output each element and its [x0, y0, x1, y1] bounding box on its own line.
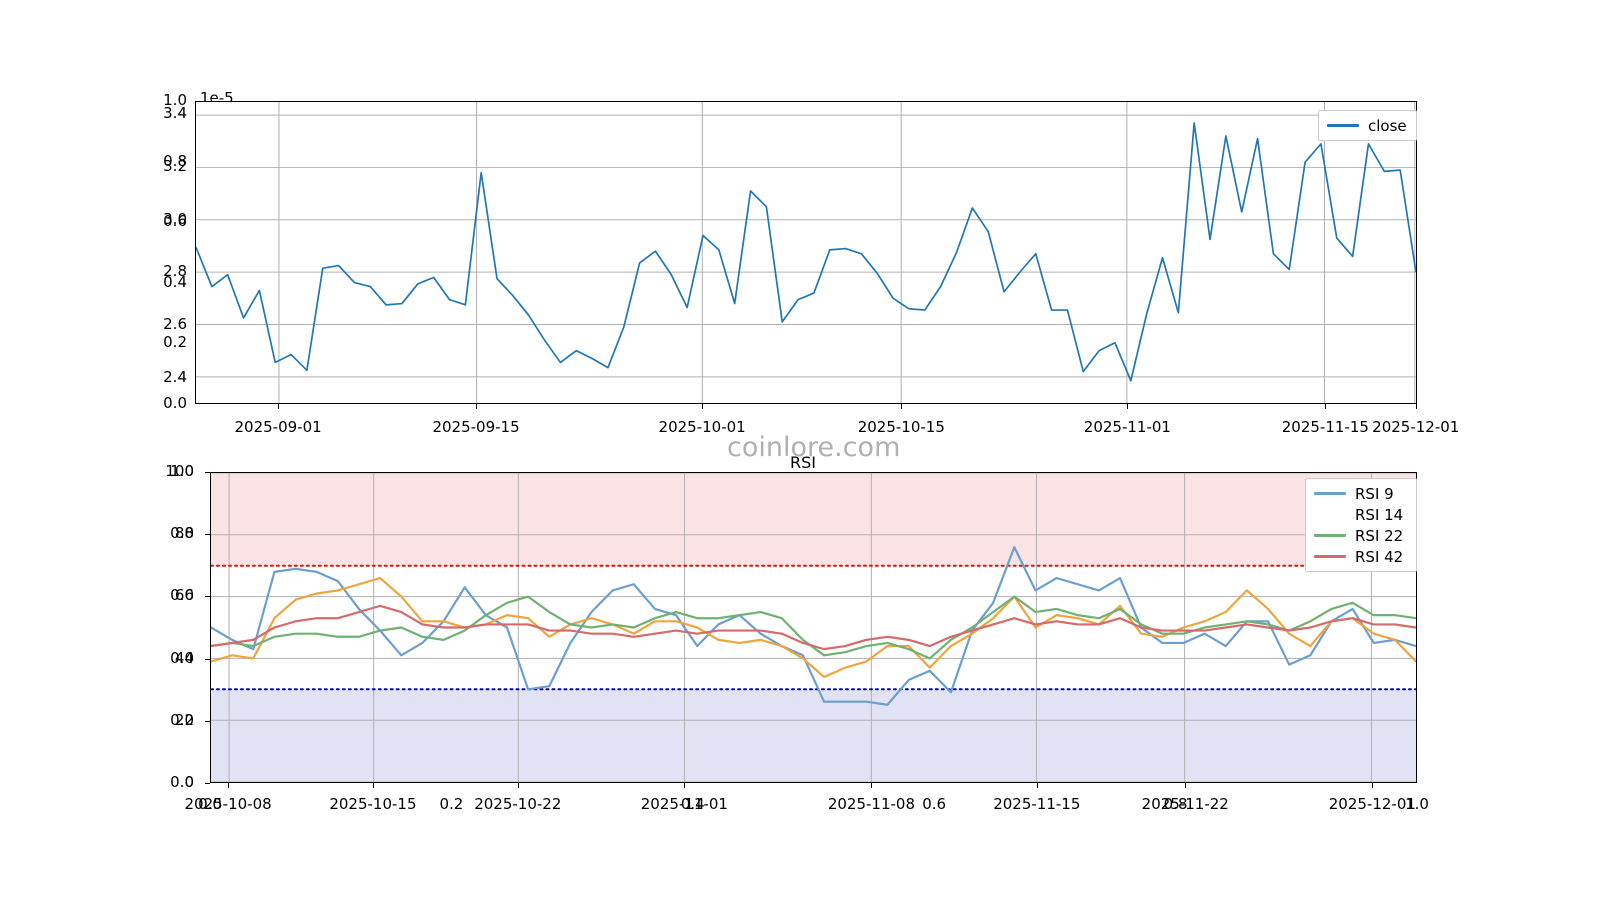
- price-chart-legend: close: [1318, 110, 1417, 141]
- price-y-secondary-tick-0-0: 0.0: [163, 394, 187, 412]
- rsi-x-secondary-tick-0-4: 0.4: [680, 795, 705, 813]
- rsi-x-tick-2025-10-22: 2025-10-22: [474, 795, 562, 813]
- rsi-y-tickmark-60: [205, 596, 210, 598]
- rsi-y-tick-40: 40: [174, 648, 194, 667]
- rsi-y-tickmark-80: [205, 534, 210, 536]
- rsi-y-secondary-tick-0-8: 0.8: [170, 524, 194, 543]
- rsi-y-tickmark-20: [205, 720, 210, 722]
- rsi-y-secondary-tick-1-0: 1.0: [170, 462, 194, 480]
- rsi-y-tick-100: 100: [165, 462, 194, 480]
- price-x-tickmark-2025-09-15: [476, 404, 478, 409]
- rsi-x-secondary-tick-0-8: 0.8: [1163, 795, 1188, 813]
- rsi-legend-label: RSI 22: [1355, 526, 1404, 545]
- rsi-legend-label: RSI 14: [1355, 505, 1404, 524]
- rsi-legend-item-RSI-14: RSI 14: [1314, 504, 1408, 525]
- price-y-tick-3.4: 3.4: [163, 104, 187, 123]
- price-x-tick-2025-09-01: 2025-09-01: [234, 418, 322, 436]
- price-x-tickmark-2025-10-01: [702, 404, 704, 409]
- price-y-secondary-tick-0-2: 0.2: [163, 333, 187, 352]
- rsi-y-secondary-tick-0-0: 0.0: [170, 773, 194, 791]
- rsi-y-tickmark-100: [205, 472, 210, 473]
- rsi-x-tickmark-2025-10-22: [517, 783, 519, 788]
- rsi-x-secondary-tick-0-6: 0.6: [922, 795, 947, 813]
- rsi-x-tick-2025-12-01: 2025-12-01: [1328, 795, 1416, 813]
- rsi-legend-item-RSI-9: RSI 9: [1314, 483, 1408, 504]
- price-chart-svg: [196, 102, 1416, 403]
- legend-swatch-icon: [1327, 124, 1359, 127]
- price-y-tick-3.0: 3.0: [163, 209, 187, 228]
- rsi-x-tickmark-2025-10-15: [372, 783, 374, 788]
- rsi-y-secondary-tick-0-6: 0.6: [170, 586, 194, 605]
- legend-swatch-icon: [1314, 492, 1346, 495]
- price-x-tick-2025-11-01: 2025-11-01: [1083, 418, 1171, 436]
- rsi-y-tick-80: 80: [174, 524, 194, 543]
- rsi-legend-item-RSI-22: RSI 22: [1314, 525, 1408, 546]
- rsi-x-secondary-tick-0-0: 0.0: [198, 795, 222, 813]
- price-y-secondary-tick-1-0: 1.0: [163, 91, 187, 109]
- rsi-x-tick-2025-11-08: 2025-11-08: [827, 795, 916, 813]
- rsi-x-tick-2025-10-08: 2025-10-08: [184, 795, 272, 813]
- rsi-x-tick-2025-11-01: 2025-11-01: [640, 795, 728, 813]
- legend-swatch-icon: [1314, 555, 1346, 558]
- price-x-tick-2025-10-01: 2025-10-01: [658, 418, 746, 436]
- price-y-tick-3.2: 3.2: [163, 156, 187, 175]
- price-x-tick-2025-11-15: 2025-11-15: [1281, 418, 1369, 436]
- price-x-tickmark-2025-12-01: [1415, 404, 1417, 409]
- rsi-chart-svg: [211, 473, 1416, 782]
- rsi-chart-title: RSI: [790, 453, 816, 472]
- rsi-x-secondary-tick-0-2: 0.2: [439, 795, 464, 813]
- rsi-legend-label: RSI 9: [1355, 484, 1394, 503]
- price-x-tickmark-2025-11-15: [1325, 404, 1327, 409]
- price-y-tick-2.4: 2.4: [163, 367, 187, 386]
- rsi-x-tickmark-2025-11-01: [684, 783, 686, 788]
- price-y-secondary-tick-0-6: 0.6: [163, 212, 187, 231]
- rsi-y-tickmark-0: [205, 783, 210, 784]
- legend-swatch-icon: [1314, 513, 1346, 516]
- rsi-y-secondary-tick-0-2: 0.2: [170, 710, 194, 729]
- legend-swatch-icon: [1314, 534, 1346, 537]
- rsi-x-tick-2025-10-15: 2025-10-15: [329, 795, 417, 813]
- rsi-x-tickmark-2025-12-01: [1372, 783, 1374, 788]
- price-y-tick-2.6: 2.6: [163, 314, 187, 333]
- price-x-tick-2025-12-01: 2025-12-01: [1372, 418, 1460, 436]
- rsi-x-tick-2025-11-15: 2025-11-15: [993, 795, 1081, 813]
- rsi-x-tickmark-2025-10-08: [228, 783, 230, 788]
- price-legend-label: close: [1368, 116, 1407, 135]
- price-x-tick-2025-09-15: 2025-09-15: [432, 418, 520, 436]
- rsi-y-tick-0: 0: [184, 773, 194, 791]
- rsi-legend-label: RSI 42: [1355, 547, 1404, 566]
- price-x-tickmark-2025-09-01: [278, 404, 280, 409]
- price-x-tickmark-2025-11-01: [1127, 404, 1129, 409]
- watermark: coinlore.com: [727, 432, 901, 463]
- rsi-chart-plot-area: [210, 472, 1417, 783]
- price-y-tick-2.8: 2.8: [163, 262, 187, 281]
- rsi-x-secondary-tick-1-0: 1.0: [1405, 795, 1429, 813]
- rsi-x-tickmark-2025-11-22: [1185, 783, 1187, 788]
- rsi-x-tickmark-2025-11-15: [1036, 783, 1038, 788]
- price-y-secondary-tick-0-8: 0.8: [163, 151, 187, 170]
- price-chart-plot-area: [195, 101, 1417, 404]
- rsi-y-tickmark-40: [205, 658, 210, 660]
- rsi-y-tick-60: 60: [174, 586, 194, 605]
- rsi-chart-legend: RSI 9 RSI 14 RSI 22 RSI 42: [1305, 478, 1417, 572]
- rsi-x-tick-2025-11-22: 2025-11-22: [1141, 795, 1229, 813]
- rsi-y-secondary-tick-0-4: 0.4: [170, 648, 194, 667]
- price-legend-item-close: close: [1327, 115, 1408, 136]
- price-x-tick-2025-10-15: 2025-10-15: [857, 418, 945, 436]
- rsi-x-tickmark-2025-11-08: [871, 783, 873, 788]
- price-x-tickmark-2025-10-15: [901, 404, 903, 409]
- rsi-legend-item-RSI-42: RSI 42: [1314, 546, 1408, 567]
- rsi-y-tick-20: 20: [174, 710, 194, 729]
- price-y-secondary-tick-0-4: 0.4: [163, 272, 187, 291]
